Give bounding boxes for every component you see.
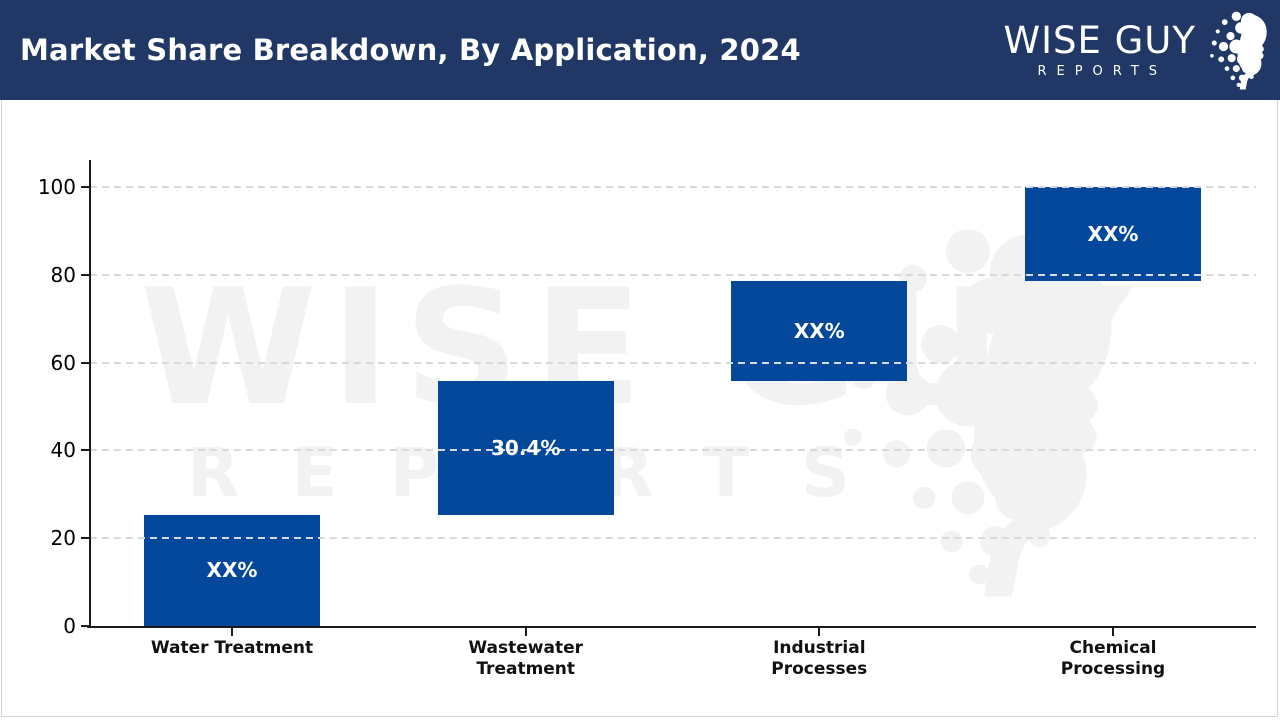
gridline-y80 <box>90 273 1256 276</box>
bar-wastewater-treatment <box>437 381 614 515</box>
brand-name: WISE GUY <box>1003 18 1196 62</box>
y-tick-label: 80 <box>50 262 76 287</box>
x-tick-mark <box>818 628 821 636</box>
x-tick-mark <box>231 628 233 636</box>
x-tick-label-1: Water Treatment <box>150 638 314 658</box>
bar-industrial-processes <box>731 280 908 382</box>
y-tick-label: 0 <box>63 614 76 638</box>
bar-water-treatment <box>144 514 320 626</box>
x-tick-label-3: Industrial Processes <box>771 638 868 680</box>
y-tick-label: 40 <box>50 438 76 463</box>
x-tick-label-4: Chemical Processing <box>1060 638 1166 680</box>
brand-logo: WISE GUY REPORTS <box>1004 7 1270 93</box>
x-tick-label-2: Wastewater Treatment <box>468 638 583 680</box>
page-title: Market Share Breakdown, By Application, … <box>20 33 801 67</box>
y-axis-spine <box>89 160 91 627</box>
gridline-y60 <box>90 361 1256 364</box>
gridline-y100 <box>90 186 1256 188</box>
y-tick-mark <box>81 361 90 364</box>
gridline-y40 <box>90 449 1256 452</box>
y-tick-label: 100 <box>37 175 76 199</box>
app-header: Market Share Breakdown, By Application, … <box>0 0 1280 100</box>
brand-logo-text: WISE GUY REPORTS <box>1004 22 1196 79</box>
x-tick-mark <box>1112 628 1114 636</box>
y-tick-label: 60 <box>50 350 76 375</box>
chart-card: WISE GUY REPORTS XX%30.4%XX%XX% 02040608… <box>1 100 1278 717</box>
bar-chemical-processing <box>1025 187 1201 281</box>
brand-subname: REPORTS <box>1037 63 1168 79</box>
gridline-y20 <box>90 537 1256 540</box>
x-tick-mark <box>524 628 527 636</box>
y-tick-label: 20 <box>50 526 76 551</box>
y-tick-mark <box>81 186 90 188</box>
y-tick-mark <box>81 273 90 276</box>
y-tick-mark <box>81 625 90 627</box>
x-axis-line <box>87 626 1256 628</box>
y-tick-mark <box>81 537 90 540</box>
y-tick-mark <box>81 449 90 452</box>
wiseguy-head-icon <box>1210 11 1267 90</box>
